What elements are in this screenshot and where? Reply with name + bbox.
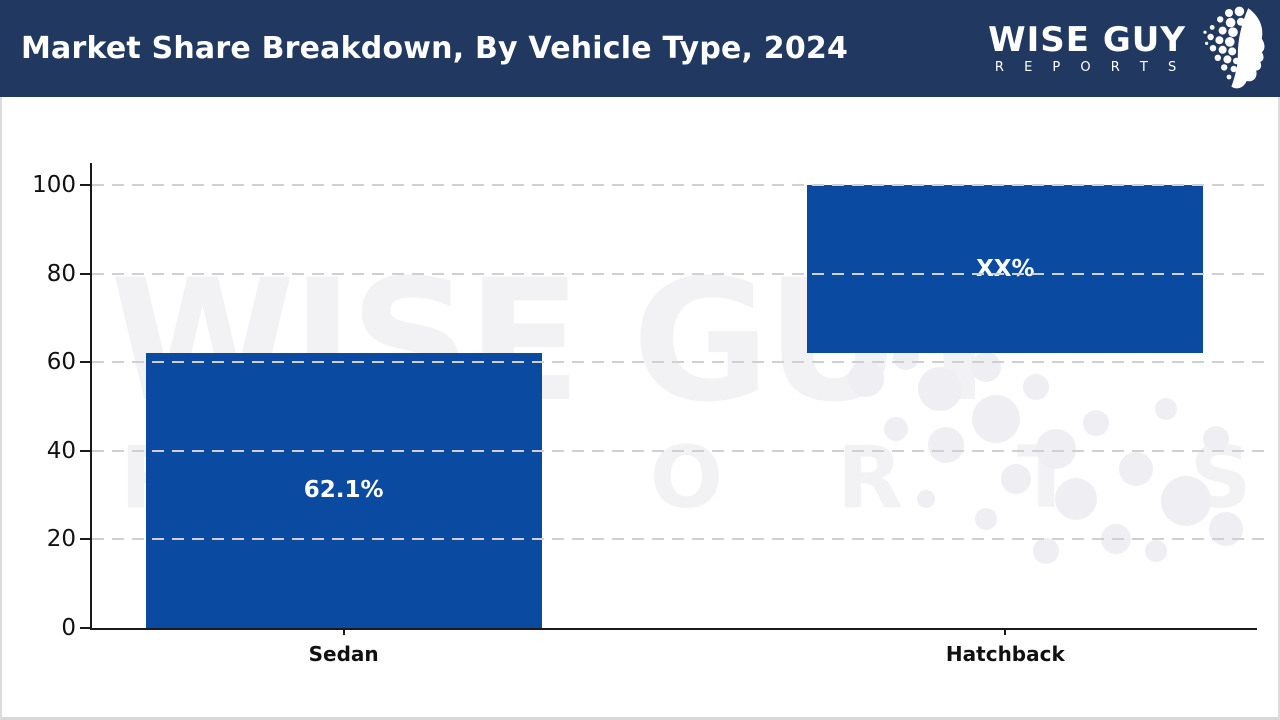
page-title: Market Share Breakdown, By Vehicle Type,… bbox=[21, 31, 849, 66]
logo-wordmark: WISE GUY bbox=[988, 19, 1186, 60]
chart-region: WISE GUY R E P O R T S 0 20 40 60 80 100 62.1… bbox=[0, 97, 1280, 720]
y-axis: 0 20 40 60 80 100 bbox=[2, 163, 76, 641]
gridline-80 bbox=[92, 272, 1267, 275]
bar-value-label: XX% bbox=[976, 256, 1035, 283]
gridline-20 bbox=[92, 538, 1267, 541]
x-tick-label-sedan: Sedan bbox=[308, 642, 379, 666]
y-tick-label: 20 bbox=[46, 526, 76, 553]
logo-subtext: R E P O R T S bbox=[994, 59, 1185, 75]
bar-value-label: 62.1% bbox=[303, 477, 384, 504]
y-tick-label: 40 bbox=[46, 437, 76, 464]
y-tick-label: 100 bbox=[32, 172, 76, 199]
y-tick-label: 60 bbox=[46, 349, 76, 376]
logo-text: WISE GUY R E P O R T S bbox=[988, 23, 1186, 75]
plot-area: 62.1% XX% Sedan Hatchback bbox=[80, 163, 1267, 666]
y-tick-label: 0 bbox=[61, 615, 76, 641]
y-tickmark bbox=[80, 184, 90, 187]
y-tickmark bbox=[80, 272, 90, 275]
y-tickmark bbox=[80, 449, 90, 452]
gridline-60 bbox=[92, 361, 1267, 364]
bar-hatchback: XX% bbox=[807, 185, 1204, 353]
bar-sedan: 62.1% bbox=[145, 352, 542, 628]
y-tick-label: 80 bbox=[46, 260, 76, 287]
brand-logo: WISE GUY R E P O R T S bbox=[988, 5, 1280, 93]
header: Market Share Breakdown, By Vehicle Type,… bbox=[0, 0, 1280, 97]
watermark-dots-icon bbox=[848, 344, 1243, 564]
y-tickmark bbox=[80, 538, 90, 541]
x-tickmark bbox=[1004, 628, 1007, 635]
gridline-100 bbox=[92, 184, 1267, 187]
x-tick-label-hatchback: Hatchback bbox=[945, 642, 1065, 666]
logo-head-icon bbox=[1203, 6, 1265, 88]
x-tickmark bbox=[342, 628, 345, 635]
gridline-40 bbox=[92, 449, 1267, 452]
y-tickmark bbox=[80, 627, 90, 629]
y-tickmark bbox=[80, 361, 90, 364]
